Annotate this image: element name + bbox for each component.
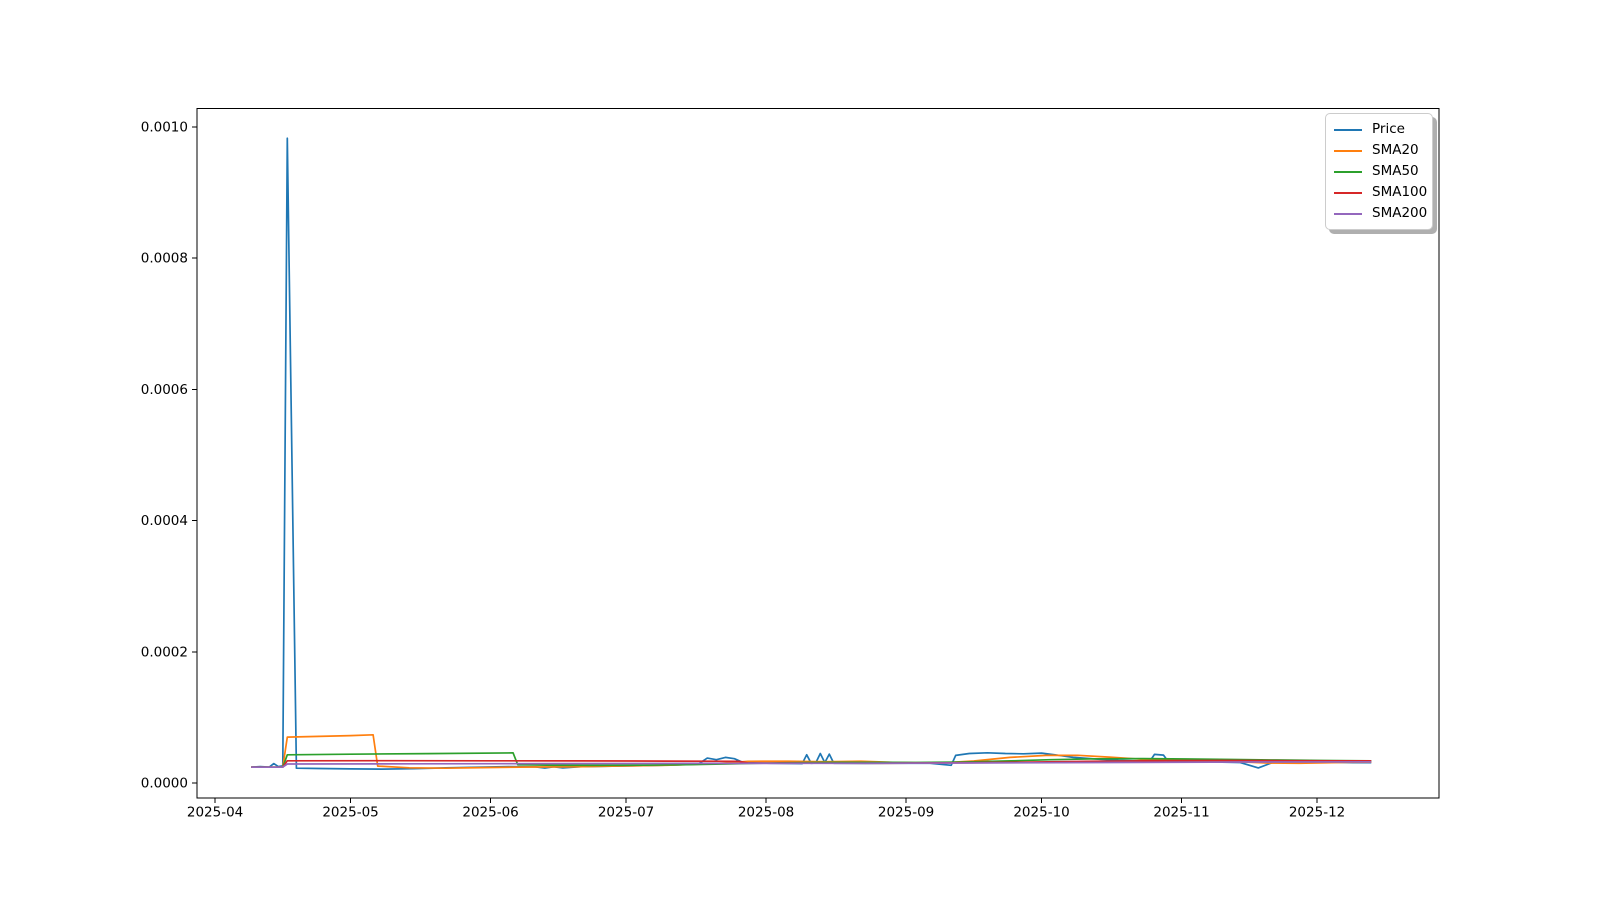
x-tick-label: 2025-10: [1013, 805, 1069, 821]
legend-entry-sma200: SMA200: [1334, 203, 1428, 224]
legend-label: SMA20: [1372, 141, 1419, 158]
legend-label: SMA50: [1372, 162, 1419, 179]
series-line-price: [251, 137, 1372, 770]
legend: Price SMA20 SMA50 SMA100 SMA200: [1325, 113, 1433, 230]
y-tick-label: 0.0004: [141, 513, 188, 529]
series-line-sma200: [251, 761, 1372, 769]
legend-entry-sma20: SMA20: [1334, 140, 1424, 161]
sma200-line-swatch: [1334, 212, 1362, 215]
legend-label: Price: [1372, 120, 1405, 137]
legend-label: SMA100: [1372, 183, 1428, 200]
y-tick-label: 0.0010: [141, 119, 188, 135]
x-tick-label: 2025-06: [462, 805, 518, 821]
plot-border: [196, 108, 1440, 799]
x-tick-label: 2025-11: [1153, 805, 1209, 821]
y-tick-label: 0.0000: [141, 775, 188, 791]
x-tick-label: 2025-07: [598, 805, 654, 821]
sma50-line-swatch: [1334, 170, 1362, 173]
y-tick-label: 0.0008: [141, 251, 188, 267]
legend-entry-sma100: SMA100: [1334, 182, 1428, 203]
x-tick-label: 2025-05: [322, 805, 378, 821]
y-tick-label: 0.0002: [141, 644, 188, 660]
x-tick-label: 2025-04: [187, 805, 243, 821]
x-tick-label: 2025-08: [738, 805, 794, 821]
price-line-swatch: [1334, 128, 1362, 131]
legend-entry-sma50: SMA50: [1334, 161, 1424, 182]
legend-entry-price: Price: [1334, 119, 1424, 140]
legend-label: SMA200: [1372, 204, 1428, 221]
sma100-line-swatch: [1334, 191, 1362, 194]
x-tick-label: 2025-12: [1289, 805, 1345, 821]
sma20-line-swatch: [1334, 149, 1362, 152]
y-tick-label: 0.0006: [141, 382, 188, 398]
x-tick-label: 2025-09: [878, 805, 934, 821]
